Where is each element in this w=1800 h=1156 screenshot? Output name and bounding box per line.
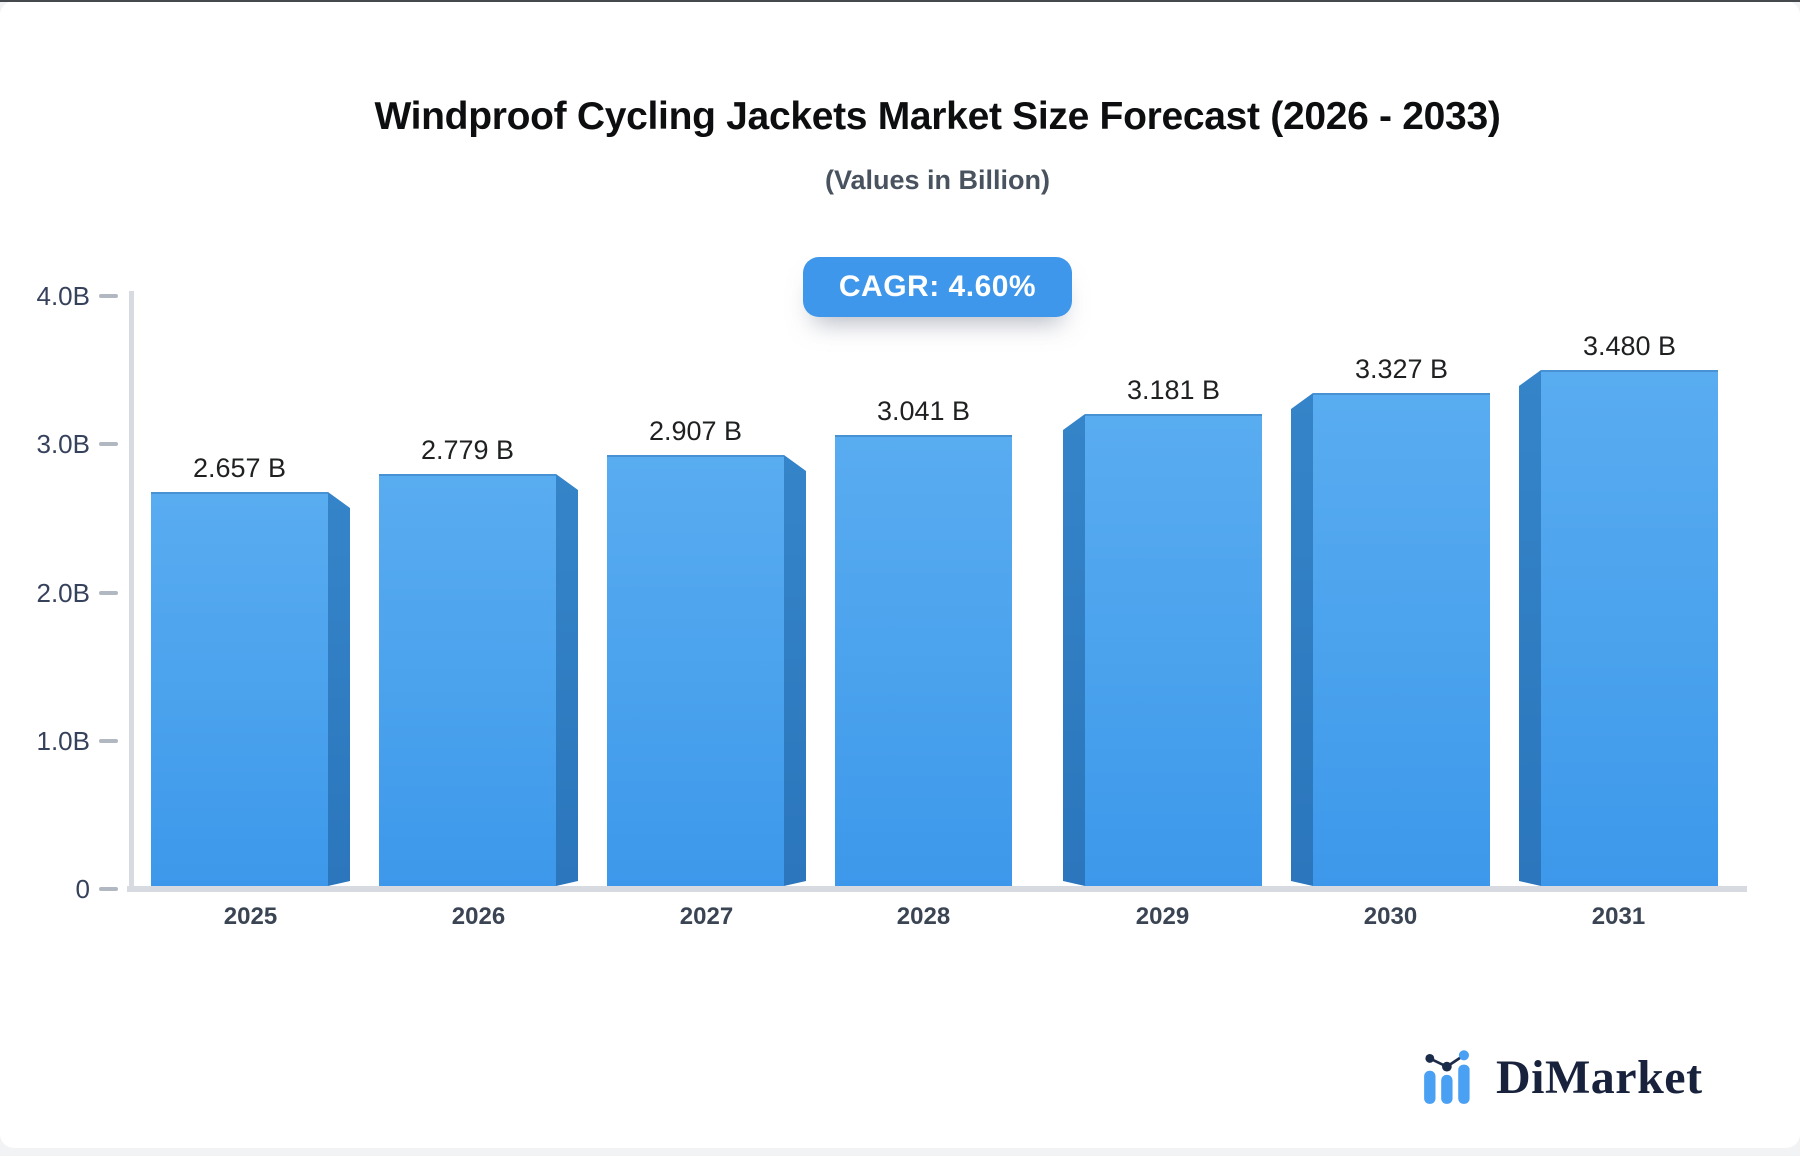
dimarket-logo: DiMarket	[1420, 1043, 1703, 1107]
x-axis-label-2025: 2025	[223, 903, 278, 930]
bar-2030: 3.327 B	[1291, 354, 1490, 886]
bar-value-label: 2.657 B	[192, 453, 287, 483]
bar-side-shade	[1291, 393, 1313, 886]
bar-value-label: 3.480 B	[1582, 331, 1677, 361]
bar-2026: 2.779 B	[379, 435, 578, 886]
chart-title: Windproof Cycling Jackets Market Size Fo…	[374, 95, 1501, 138]
y-axis-label: 4.0B	[36, 281, 91, 311]
bar-face	[1313, 393, 1490, 886]
y-axis-label: 1.0B	[36, 725, 91, 756]
x-axis-label-2031: 2031	[1591, 903, 1646, 930]
y-axis-label: 0	[75, 874, 90, 904]
bar-2028: 3.041 B	[835, 396, 1012, 886]
bar-face	[835, 435, 1012, 886]
y-axis-tick	[99, 590, 118, 595]
x-axis-label-2030: 2030	[1363, 903, 1418, 930]
bar-face	[1085, 414, 1262, 886]
bar-value-label: 3.327 B	[1354, 354, 1449, 384]
bar-face	[379, 474, 556, 886]
x-axis-label-2027: 2027	[679, 903, 734, 930]
x-axis-label-2029: 2029	[1135, 903, 1190, 930]
y-axis-line	[129, 291, 134, 892]
y-axis-tick	[99, 738, 118, 743]
bar-chart-logo-icon	[1424, 1050, 1470, 1104]
bar-side-shade	[328, 492, 350, 886]
bar-side-shade	[556, 474, 578, 886]
y-axis-label: 3.0B	[36, 429, 91, 460]
screen-top-edge	[0, 0, 1800, 2]
y-axis-label: 2.0B	[36, 577, 91, 608]
bar-2029: 3.181 B	[1063, 375, 1262, 886]
cagr-badge-wrap: CAGR: 4.60%	[130, 257, 1745, 317]
bar-face	[607, 455, 784, 886]
x-axis-line	[127, 886, 1747, 892]
bar-2025: 2.657 B	[151, 453, 350, 886]
cagr-badge: CAGR: 4.60%	[802, 257, 1073, 317]
bar-side-shade	[1519, 370, 1541, 886]
bar-value-label: 2.907 B	[648, 416, 743, 446]
chart-subtitle: (Values in Billion)	[824, 165, 1051, 195]
bar-face	[1541, 370, 1718, 886]
x-axis-label-2026: 2026	[451, 903, 506, 930]
logo-text: DiMarket	[1496, 1051, 1703, 1104]
bar-side-shade	[1063, 414, 1085, 886]
bar-side-shade	[784, 455, 806, 886]
y-axis-tick	[99, 294, 118, 298]
y-axis-tick	[99, 442, 118, 447]
x-axis-label-2028: 2028	[896, 903, 951, 930]
bar-value-label: 3.041 B	[876, 396, 971, 426]
bar-2031: 3.480 B	[1519, 331, 1718, 886]
y-axis-tick	[99, 887, 118, 891]
bar-value-label: 2.779 B	[420, 435, 515, 465]
bar-2027: 2.907 B	[607, 416, 806, 886]
bar-value-label: 3.181 B	[1126, 375, 1221, 405]
bar-face	[151, 492, 328, 886]
